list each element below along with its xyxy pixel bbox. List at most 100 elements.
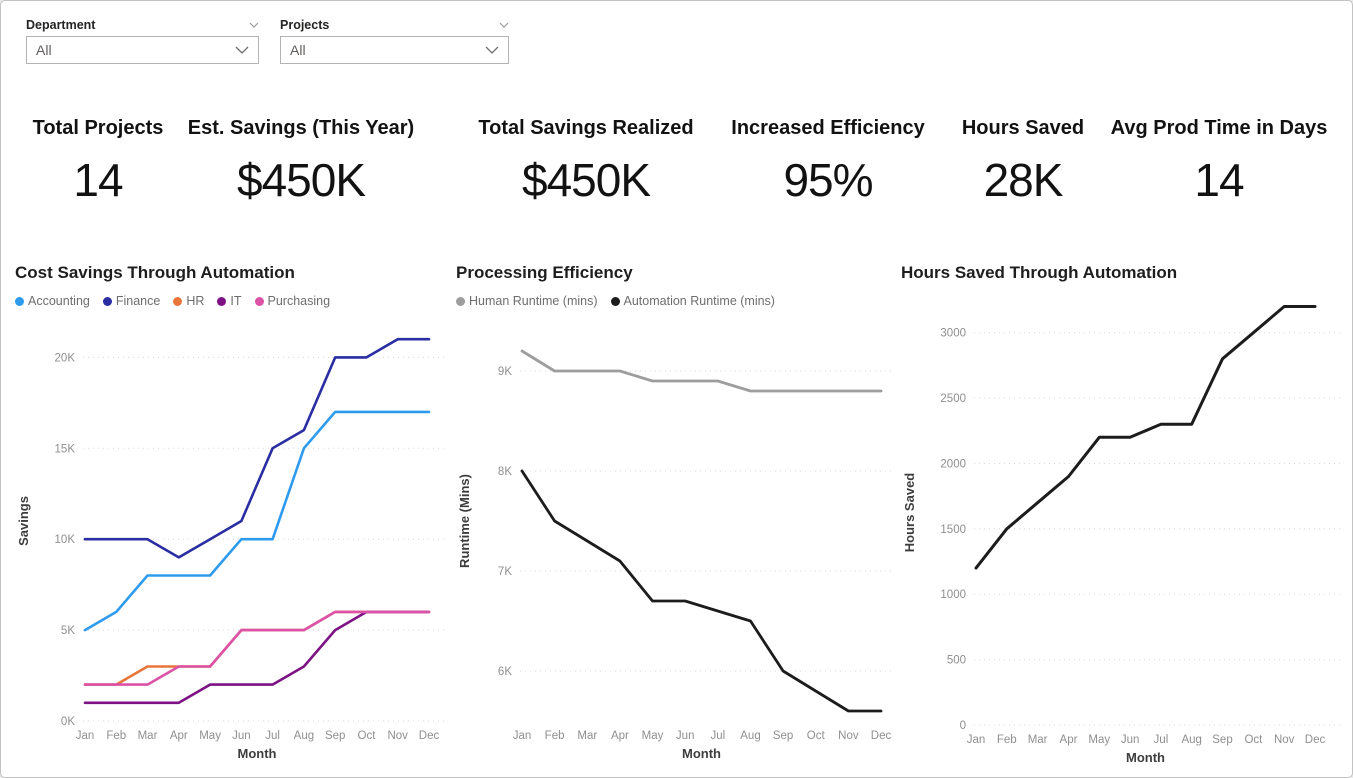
kpi-label: Est. Savings (This Year): [187, 117, 415, 139]
x-tick-label: Mar: [1028, 734, 1048, 746]
kpi-label: Hours Saved: [961, 117, 1085, 139]
legend-label: Human Runtime (mins): [469, 294, 598, 308]
projects-dropdown[interactable]: All: [280, 36, 509, 64]
x-tick-label: Jun: [232, 730, 251, 742]
x-tick-label: Sep: [325, 730, 345, 742]
x-tick-label: Dec: [871, 730, 892, 742]
series-line-Hours-Saved[interactable]: [974, 305, 1317, 570]
projects-slicer: Projects All: [280, 14, 509, 64]
x-tick-label: May: [199, 730, 221, 742]
x-tick-label: Mar: [577, 730, 597, 742]
dropdown-value: All: [290, 42, 306, 58]
x-tick-label: Aug: [294, 730, 314, 742]
legend-dot-icon: [102, 296, 112, 306]
legend-label: Accounting: [28, 294, 90, 308]
x-tick-label: Oct: [807, 730, 826, 742]
x-tick-label: Apr: [1060, 734, 1078, 746]
x-axis-title: Month: [238, 746, 277, 761]
kpi-avg-prod-time: Avg Prod Time in Days 14: [1089, 117, 1349, 207]
processing-efficiency-chart-card: Processing Efficiency Human Runtime (min…: [456, 263, 896, 770]
x-tick-label: Jan: [76, 730, 95, 742]
legend-dot-icon: [217, 296, 227, 306]
series-line-Human-Runtime-mins-[interactable]: [520, 349, 883, 393]
x-tick-label: Apr: [611, 730, 629, 742]
x-tick-label: Jun: [1121, 734, 1140, 746]
y-tick-label: 6K: [498, 666, 512, 678]
slicer-label: Department: [26, 18, 96, 32]
legend-dot-icon: [173, 296, 183, 306]
kpi-hours-saved: Hours Saved 28K: [953, 117, 1093, 207]
department-slicer: Department All: [26, 14, 259, 64]
chevron-down-icon: [235, 46, 249, 54]
x-tick-label: Sep: [1212, 734, 1232, 746]
y-tick-label: 3000: [940, 328, 966, 340]
chart-title: Processing Efficiency: [456, 263, 633, 282]
legend-label: Finance: [115, 294, 161, 308]
kpi-total-projects: Total Projects 14: [18, 117, 178, 207]
dropdown-value: All: [36, 42, 52, 58]
y-tick-label: 8K: [498, 466, 512, 478]
kpi-label: Avg Prod Time in Days: [1110, 117, 1328, 139]
x-tick-label: Jul: [710, 730, 725, 742]
chevron-down-icon: [485, 46, 499, 54]
kpi-value: 95%: [783, 154, 873, 206]
x-tick-label: Aug: [1181, 734, 1201, 746]
legend-dot-icon: [456, 296, 465, 306]
x-tick-label: Nov: [838, 730, 859, 742]
kpi-value: 14: [73, 154, 123, 206]
chevron-down-icon[interactable]: [249, 22, 259, 28]
kpi-est-savings: Est. Savings (This Year) $450K: [171, 117, 431, 207]
series-line-Automation-Runtime-mins-[interactable]: [520, 469, 883, 713]
kpi-label: Total Projects: [32, 117, 164, 139]
series-line-IT[interactable]: [83, 610, 431, 705]
processing-efficiency-line-chart[interactable]: 6K 7K 8K 9K Jan Feb Mar Apr May Jun Jul Aug Sep Oct No…: [456, 313, 896, 765]
kpi-value: 14: [1194, 154, 1244, 206]
x-tick-label: Feb: [106, 730, 126, 742]
x-tick-label: Aug: [740, 730, 760, 742]
legend-dot-icon: [610, 296, 620, 306]
legend-label: HR: [186, 294, 205, 308]
y-tick-label: 1000: [940, 589, 966, 601]
legend-item[interactable]: HR: [173, 294, 204, 308]
legend-item[interactable]: Automation Runtime (mins): [610, 294, 775, 308]
legend-item[interactable]: IT: [217, 294, 242, 308]
series-line-Finance[interactable]: [83, 337, 431, 559]
series-line-Purchasing[interactable]: [83, 610, 431, 686]
x-tick-label: Nov: [387, 730, 408, 742]
legend-item[interactable]: Purchasing: [254, 294, 330, 308]
x-tick-label: Apr: [170, 730, 188, 742]
slicer-header: Department: [26, 14, 259, 36]
x-tick-label: Oct: [1244, 734, 1263, 746]
y-tick-label: 7K: [498, 566, 512, 578]
y-tick-label: 1500: [940, 524, 966, 536]
x-tick-label: Feb: [545, 730, 565, 742]
hours-saved-line-chart[interactable]: 0 500 1000 1500 2000 2500 3000 Jan Feb Mar Apr May J…: [901, 292, 1346, 769]
legend-label: Automation Runtime (mins): [623, 294, 775, 308]
x-axis-title: Month: [682, 746, 721, 761]
x-tick-label: May: [1088, 734, 1110, 746]
department-dropdown[interactable]: All: [26, 36, 259, 64]
y-axis-title: Hours Saved: [902, 473, 917, 553]
kpi-label: Increased Efficiency: [731, 117, 925, 139]
kpi-increased-efficiency: Increased Efficiency 95%: [718, 117, 938, 207]
y-tick-label: 20K: [55, 352, 76, 364]
cost-savings-line-chart[interactable]: 0K 5K 10K 15K 20K Jan Feb Mar Apr May Jun Jul Aug Sep…: [15, 313, 451, 765]
legend-item[interactable]: Finance: [102, 294, 161, 308]
legend-item[interactable]: Accounting: [15, 294, 90, 308]
legend-item[interactable]: Human Runtime (mins): [456, 294, 598, 308]
series-line-Accounting[interactable]: [83, 410, 431, 632]
x-tick-label: Mar: [138, 730, 158, 742]
y-tick-label: 5K: [61, 625, 75, 637]
cost-savings-chart-card: Cost Savings Through Automation Accounti…: [15, 263, 451, 770]
chevron-down-icon[interactable]: [499, 22, 509, 28]
x-tick-label: Sep: [773, 730, 793, 742]
x-tick-label: Jun: [676, 730, 695, 742]
series-line-HR[interactable]: [83, 610, 431, 686]
slicer-header: Projects: [280, 14, 509, 36]
y-tick-label: 10K: [55, 534, 76, 546]
y-tick-label: 0K: [61, 716, 75, 728]
x-tick-label: Jan: [513, 730, 532, 742]
x-tick-label: Feb: [997, 734, 1017, 746]
x-tick-label: Nov: [1274, 734, 1295, 746]
